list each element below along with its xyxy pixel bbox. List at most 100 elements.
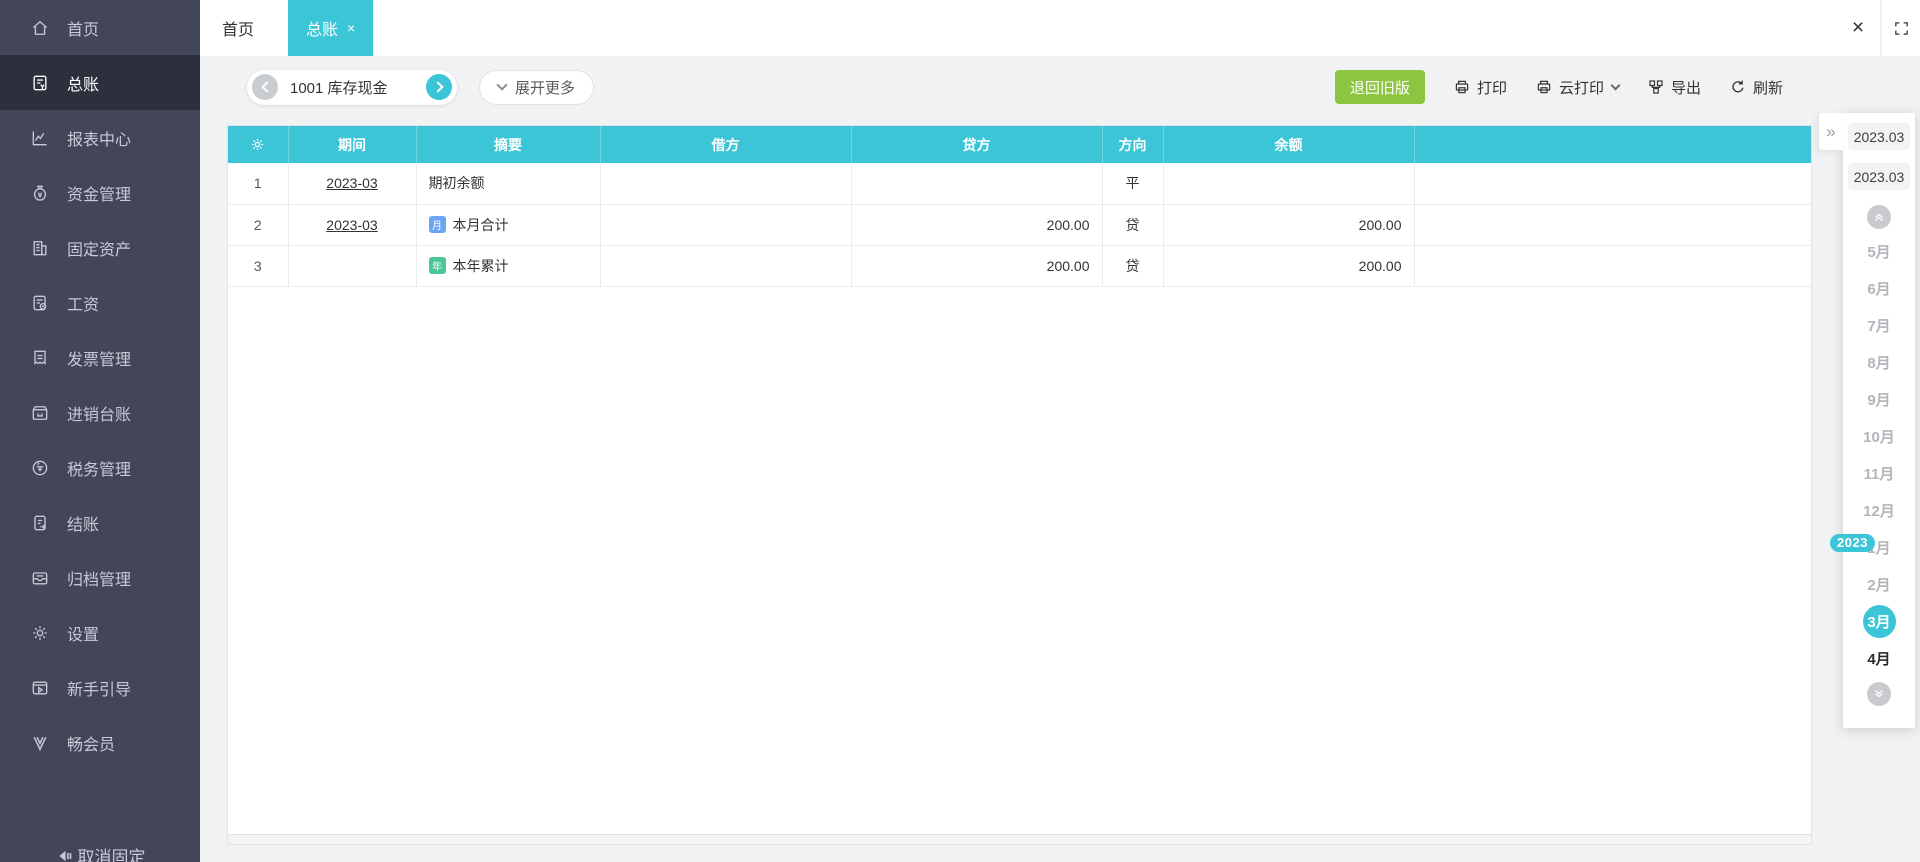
purchase-sales-icon	[30, 403, 50, 423]
month-item-selected[interactable]: 3月	[1843, 603, 1915, 640]
column-settings-button[interactable]	[228, 126, 289, 163]
archive-icon	[30, 568, 50, 588]
tax-icon	[30, 458, 50, 478]
account-picker-value: 1001 库存现金	[290, 79, 388, 97]
sidebar-item-beginner-guide[interactable]: 新手引导	[0, 660, 200, 715]
sidebar-item-label: 首页	[67, 21, 100, 39]
balance-value: 200.00	[1163, 245, 1415, 287]
period-link[interactable]: 2023-03	[326, 216, 378, 233]
tab-close-icon[interactable]: ×	[347, 20, 356, 36]
previous-account-icon[interactable]	[252, 74, 278, 100]
funds-icon	[30, 183, 50, 203]
ledger-icon	[30, 73, 50, 93]
sidebar-item-label: 新手引导	[67, 681, 132, 699]
period-to-field[interactable]: 2023.03	[1848, 163, 1910, 190]
sidebar-item-label: 归档管理	[67, 571, 132, 589]
sidebar-item-purchase-sales-ledger[interactable]: 进销台账	[0, 385, 200, 440]
scroll-months-down-button[interactable]	[1867, 682, 1891, 706]
summary-text: 本月合计	[452, 216, 509, 233]
period-empty	[288, 245, 417, 287]
tab-bar: 首页 总账 × ×	[200, 0, 1920, 56]
printer-icon	[1453, 78, 1471, 96]
unpin-label: 取消固定	[77, 848, 146, 862]
month-item[interactable]: 7月	[1867, 318, 1891, 335]
expand-more-button[interactable]: 展开更多	[479, 69, 595, 105]
balance-value: 200.00	[1163, 204, 1415, 246]
column-header-period: 期间	[288, 126, 417, 163]
ledger-table: 期间 摘要 借方 贷方 方向 余额 1 2023-03 期初余额 平 2	[228, 126, 1811, 287]
column-header-direction: 方向	[1102, 126, 1164, 163]
credit-value: 200.00	[851, 204, 1103, 246]
sidebar-item-invoice[interactable]: 发票管理	[0, 330, 200, 385]
summary-text: 本年累计	[452, 257, 509, 274]
sidebar-item-settings[interactable]: 设置	[0, 605, 200, 660]
toolbar-actions: 退回旧版 打印 云打印 导出 刷新	[1334, 70, 1783, 104]
refresh-button[interactable]: 刷新	[1729, 77, 1783, 98]
period-selector-panel: » 2023.03 2023.03 5月 6月 7月 8月 9月 10月 11月…	[1819, 113, 1915, 728]
month-item-current[interactable]: 4月	[1867, 651, 1891, 668]
account-picker[interactable]: 1001 库存现金	[247, 69, 457, 105]
fixed-assets-icon	[30, 238, 50, 258]
sidebar-item-label: 进销台账	[67, 406, 132, 424]
return-legacy-button[interactable]: 退回旧版	[1334, 70, 1425, 104]
sidebar-item-label: 畅会员	[67, 736, 116, 754]
cloud-print-button[interactable]: 云打印	[1535, 77, 1621, 98]
period-link[interactable]: 2023-03	[326, 175, 378, 192]
close-window-icon[interactable]: ×	[1851, 16, 1865, 39]
month-item[interactable]: 11月	[1863, 466, 1895, 483]
chevron-down-icon	[1610, 80, 1621, 90]
sidebar-item-label: 结账	[67, 516, 100, 534]
home-icon	[30, 18, 50, 38]
debit-value	[600, 163, 852, 205]
month-item[interactable]: 10月	[1863, 429, 1895, 446]
credit-value	[851, 163, 1103, 205]
table-header-row: 期间 摘要 借方 贷方 方向 余额	[228, 126, 1811, 163]
tab-general-ledger[interactable]: 总账 ×	[288, 0, 374, 56]
debit-value	[600, 204, 852, 246]
month-item[interactable]: 9月	[1867, 392, 1891, 409]
sidebar-item-home[interactable]: 首页	[0, 0, 200, 55]
debit-value	[600, 245, 852, 287]
sidebar-item-general-ledger[interactable]: 总账	[0, 55, 200, 110]
column-header-debit: 借方	[600, 126, 852, 163]
month-list: 5月 6月 7月 8月 9月 10月 11月 12月 1月 2月 3月 4月	[1843, 233, 1915, 677]
sidebar-item-funds[interactable]: 资金管理	[0, 165, 200, 220]
refresh-icon	[1729, 78, 1747, 96]
double-chevron-right-icon: »	[1826, 121, 1836, 141]
scroll-months-up-button[interactable]	[1867, 205, 1891, 229]
month-item[interactable]: 2月	[1867, 577, 1891, 594]
unpin-sidebar-button[interactable]: 取消固定	[0, 843, 200, 862]
sidebar-item-payroll[interactable]: 工资	[0, 275, 200, 330]
tab-home[interactable]: 首页	[222, 22, 255, 39]
month-item[interactable]: 8月	[1867, 355, 1891, 372]
row-number: 3	[228, 245, 289, 287]
month-item[interactable]: 12月	[1863, 503, 1895, 520]
cloud-printer-icon	[1535, 78, 1553, 96]
period-from-field[interactable]: 2023.03	[1848, 123, 1910, 150]
print-button[interactable]: 打印	[1453, 77, 1507, 98]
report-icon	[30, 128, 50, 148]
export-button[interactable]: 导出	[1647, 77, 1701, 98]
sidebar-item-archive[interactable]: 归档管理	[0, 550, 200, 605]
window-controls: ×	[1836, 0, 1920, 56]
next-account-icon[interactable]	[426, 74, 452, 100]
month-item[interactable]: 6月	[1867, 281, 1891, 298]
export-icon	[1647, 78, 1665, 96]
collapse-panel-button[interactable]: »	[1819, 113, 1843, 150]
month-item[interactable]: 5月	[1867, 244, 1891, 261]
sidebar-item-report-center[interactable]: 报表中心	[0, 110, 200, 165]
sidebar-item-tax[interactable]: 税务管理	[0, 440, 200, 495]
closing-icon	[30, 513, 50, 533]
table-row: 1 2023-03 期初余额 平	[228, 163, 1811, 205]
horizontal-scrollbar[interactable]	[228, 834, 1811, 844]
sidebar-item-label: 固定资产	[67, 241, 132, 259]
fullscreen-icon[interactable]	[1880, 0, 1920, 56]
summary-text: 期初余额	[428, 175, 485, 192]
sidebar-item-label: 总账	[67, 76, 100, 94]
sidebar-item-closing[interactable]: 结账	[0, 495, 200, 550]
sidebar-item-membership[interactable]: 畅会员	[0, 715, 200, 770]
column-header-credit: 贷方	[851, 126, 1103, 163]
sidebar-item-fixed-assets[interactable]: 固定资产	[0, 220, 200, 275]
column-header-summary: 摘要	[416, 126, 601, 163]
month-summary-icon: 月	[428, 216, 446, 233]
